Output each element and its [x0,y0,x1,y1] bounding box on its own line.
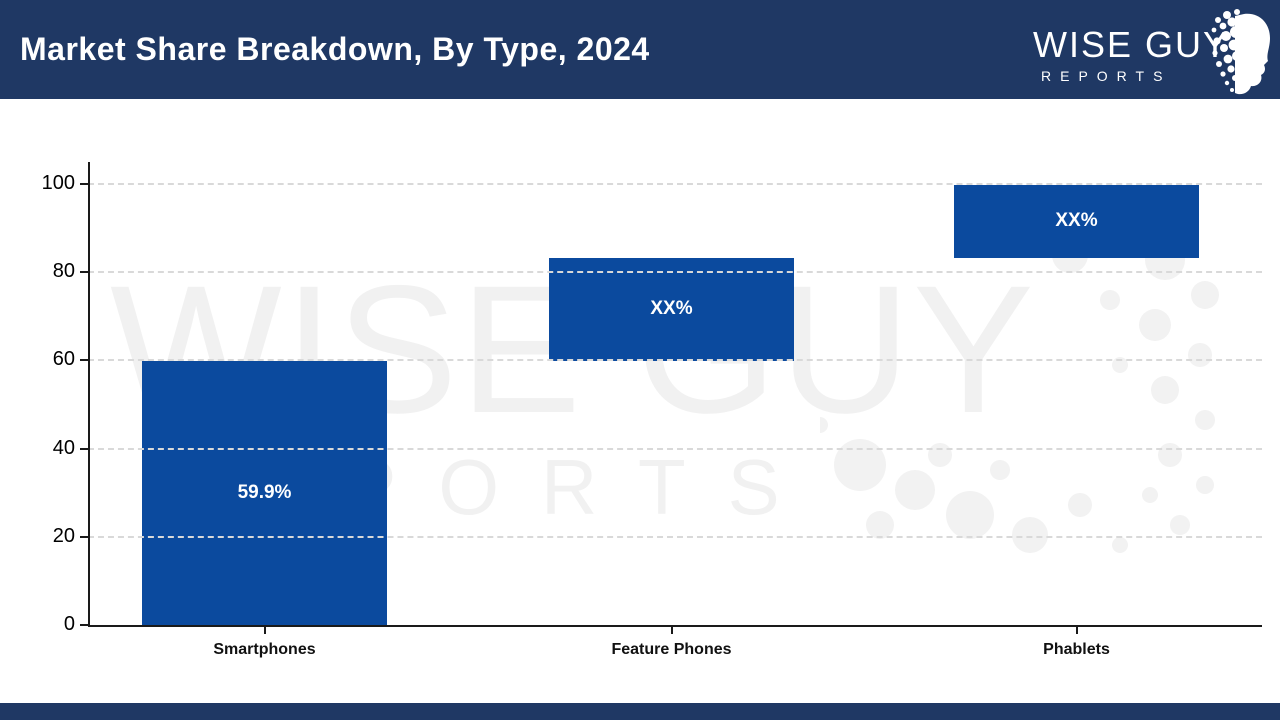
footer-bar [0,703,1280,720]
gridline-y-80 [88,271,1262,274]
x-category-label: Phablets [1043,641,1110,658]
y-tick-mark-40 [80,447,88,450]
gridline-y-100 [88,183,1262,185]
header-bar: Market Share Breakdown, By Type, 2024 WI… [0,0,1280,99]
x-tick-mark-1 [670,627,673,634]
y-tick-mark-80 [80,271,88,274]
bar-feature-phones: XX% [549,258,794,361]
y-tick-mark-60 [80,359,88,362]
chart-title: Market Share Breakdown, By Type, 2024 [20,31,650,67]
x-category-label: Smartphones [213,641,316,658]
y-tick-mark-0 [80,624,88,626]
y-tick-label-40: 40 [52,436,75,459]
wiseguy-head-icon [1211,9,1270,95]
wiseguy-logo: WISE GUY REPORTS [1007,6,1272,96]
gridline-y-40 [88,447,1262,450]
bar-value-label: XX% [650,298,693,320]
y-tick-mark-20 [80,535,88,538]
y-tick-label-20: 20 [52,524,75,547]
bar-smartphones: 59.9% [142,360,387,625]
y-tick-label-80: 80 [52,260,75,283]
gridline-y-20 [88,535,1262,538]
y-tick-mark-100 [80,183,88,185]
x-tick-mark-2 [1075,627,1078,634]
gridline-y-60 [88,359,1262,362]
y-tick-label-0: 0 [63,613,75,635]
y-tick-label-100: 100 [41,172,75,194]
wiseguy-head-watermark-icon [820,228,1219,553]
bar-phablets: XX% [954,184,1199,259]
x-axis-spine [88,625,1262,627]
plot-area: 0 20 40 60 80 100 59.9% Smartphones XX% Feature P… [0,99,1280,703]
x-category-label: Feature Phones [611,641,732,658]
bar-value-label: XX% [1055,210,1098,232]
logo-sub-text: REPORTS [1041,68,1172,84]
logo-brand-text: WISE GUY [1033,24,1230,65]
y-axis-spine [88,162,90,627]
y-tick-label-60: 60 [52,348,75,371]
bar-value-label: 59.9% [237,481,292,503]
x-tick-mark-0 [263,627,266,634]
